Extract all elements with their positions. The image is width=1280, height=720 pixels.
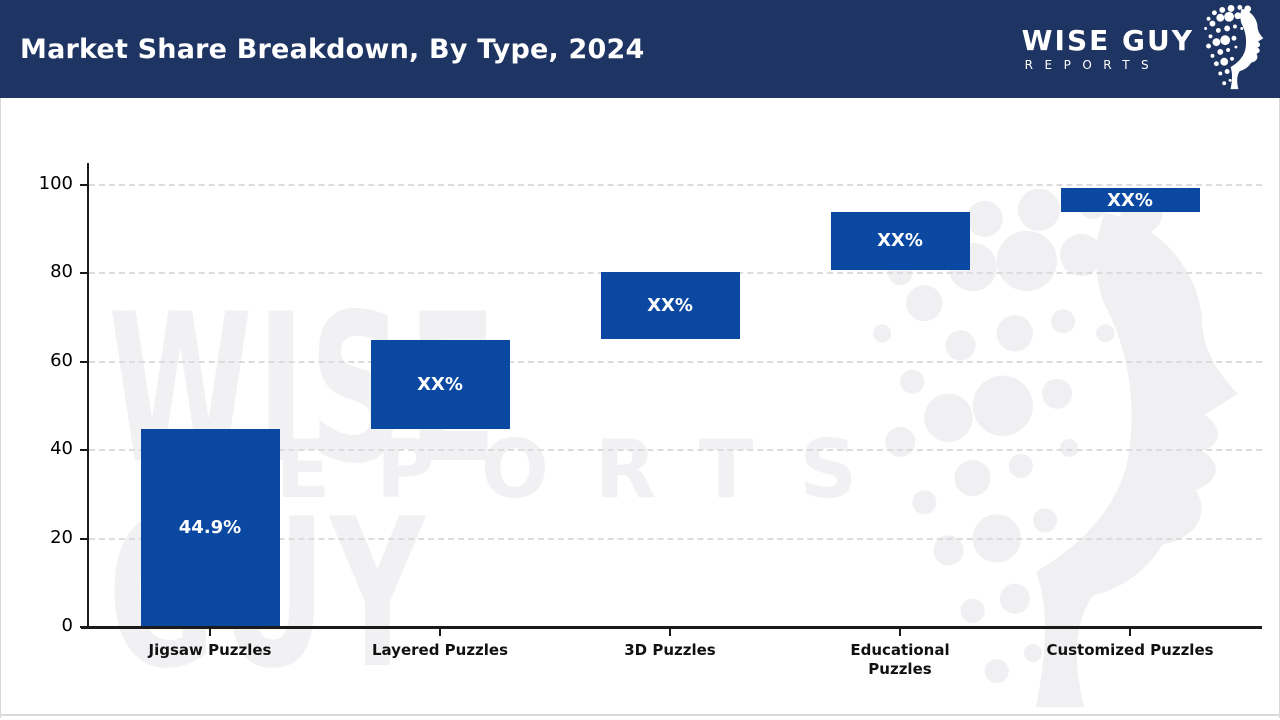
y-axis-spine [87,163,89,629]
logo-wordmark-line2: REPORTS [1024,58,1161,72]
bar-value-label: XX% [647,294,693,316]
y-tick-label: 80 [50,261,73,283]
gridline-40 [89,449,1262,452]
dotted-head-icon [1200,5,1266,93]
y-tick-label: 60 [50,349,73,371]
x-tick [899,629,901,636]
bar-3d-puzzles: XX% [600,271,740,339]
x-tick-label: 3D Puzzles [624,641,716,659]
logo-wordmark: WISE GUY REPORTS [1021,24,1194,72]
bar-value-label: XX% [1107,189,1153,211]
brand-logo: WISE GUY REPORTS [1022,0,1266,98]
y-tick-60 [80,360,89,363]
x-axis-spine [81,626,1262,629]
x-tick [669,629,671,636]
y-tick-100 [80,184,89,186]
bar-jigsaw-puzzles: 44.9% [140,428,280,627]
x-tick [209,629,211,636]
bar-value-label: 44.9% [178,517,242,539]
page-title: Market Share Breakdown, By Type, 2024 [20,33,645,65]
x-tick [439,629,441,636]
gridline-60 [89,360,1262,363]
bar-value-label: XX% [417,373,463,395]
bar-value-label: XX% [877,230,923,252]
chart-area: WISE GUY REPORTS 02040608010044.9%Jigsaw… [0,98,1280,720]
gridline-20 [89,537,1262,540]
bar-layered-puzzles: XX% [370,339,510,429]
bottom-divider [0,714,1280,716]
x-tick-label: Jigsaw Puzzles [148,641,272,659]
x-tick-label: Customized Puzzles [1046,641,1214,659]
bar-customized-puzzles: XX% [1060,188,1200,212]
left-border [0,98,1,718]
x-tick-label: Layered Puzzles [371,641,509,659]
y-tick-label: 40 [50,438,73,460]
y-tick-80 [80,272,89,275]
y-tick-20 [80,537,89,540]
y-tick-label: 0 [61,615,73,636]
bar-educational-puzzles: XX% [830,211,970,270]
header: Market Share Breakdown, By Type, 2024 WI… [0,0,1280,98]
x-tick-label: Educational Puzzles [850,641,950,678]
waterfall-chart: 0 20 40 60 80 100 44.9% Jigsaw Puzzles XX% Layere… [0,98,1280,720]
y-tick-40 [80,449,89,452]
x-tick [1129,629,1131,636]
y-tick-label: 20 [50,526,73,548]
y-tick-label: 100 [38,173,73,194]
gridline-100 [89,184,1262,186]
logo-wordmark-line1: WISE GUY [1021,24,1194,57]
